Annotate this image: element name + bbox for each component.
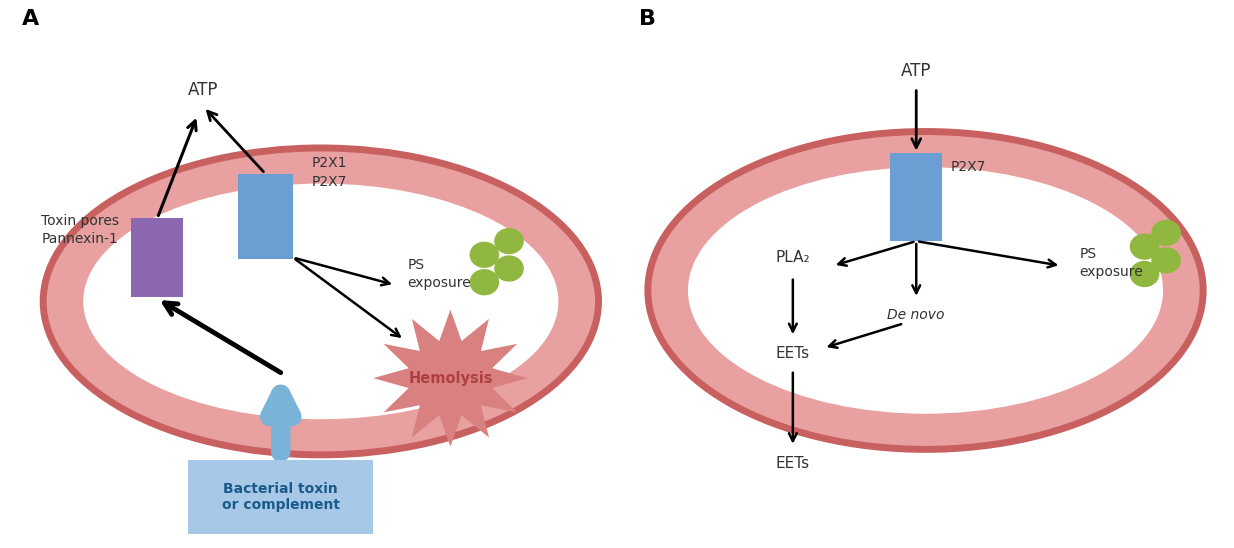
Circle shape (1130, 261, 1160, 287)
Ellipse shape (43, 148, 598, 455)
FancyBboxPatch shape (237, 174, 294, 259)
FancyBboxPatch shape (891, 153, 943, 241)
Text: ATP: ATP (189, 82, 218, 99)
Circle shape (469, 242, 499, 268)
Text: P2X1
P2X7: P2X1 P2X7 (311, 156, 347, 189)
FancyBboxPatch shape (188, 460, 373, 534)
Ellipse shape (84, 184, 558, 419)
Text: EETs: EETs (776, 455, 810, 471)
Text: A: A (21, 9, 38, 28)
Circle shape (494, 228, 524, 254)
Polygon shape (373, 310, 528, 447)
Text: Bacterial toxin
or complement: Bacterial toxin or complement (222, 482, 339, 512)
Ellipse shape (648, 132, 1203, 449)
Text: Hemolysis: Hemolysis (408, 370, 492, 386)
Circle shape (1151, 220, 1181, 246)
Text: B: B (639, 9, 655, 28)
Ellipse shape (687, 167, 1162, 414)
Text: Toxin pores
Pannexin-1: Toxin pores Pannexin-1 (41, 214, 120, 247)
Text: PS
exposure: PS exposure (407, 258, 471, 290)
Circle shape (1151, 247, 1181, 273)
Text: ATP: ATP (901, 62, 932, 80)
Text: P2X7: P2X7 (950, 160, 986, 174)
Text: PS
exposure: PS exposure (1080, 247, 1144, 279)
Text: De novo: De novo (887, 308, 945, 322)
Text: PLA₂: PLA₂ (775, 250, 811, 265)
Circle shape (1130, 233, 1160, 260)
Circle shape (494, 255, 524, 282)
Circle shape (469, 269, 499, 295)
Text: EETs: EETs (776, 346, 810, 361)
FancyBboxPatch shape (131, 218, 183, 297)
